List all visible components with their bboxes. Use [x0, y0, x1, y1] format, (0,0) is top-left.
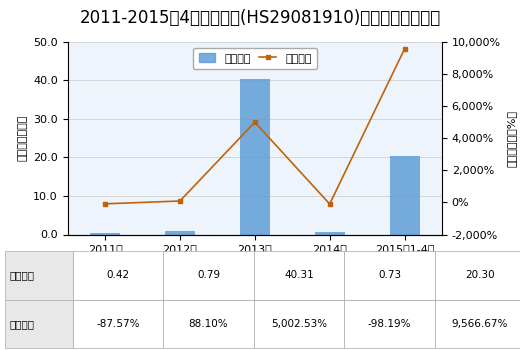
Bar: [315, 232, 345, 235]
Bar: [5, 251, 73, 300]
Bar: [165, 231, 195, 235]
Text: 0.73: 0.73: [378, 271, 401, 280]
Text: 进口数量: 进口数量: [9, 271, 34, 280]
Text: 2011-2015年4月对氯苯酚(HS29081910)进口量及增速统计: 2011-2015年4月对氯苯酚(HS29081910)进口量及增速统计: [80, 9, 440, 27]
Bar: [254, 300, 344, 348]
Y-axis label: 同比增长率（%）: 同比增长率（%）: [506, 110, 516, 167]
Bar: [254, 251, 344, 300]
Bar: [435, 251, 520, 300]
Bar: [435, 300, 520, 348]
Text: -98.19%: -98.19%: [368, 319, 411, 329]
Bar: [163, 300, 254, 348]
Bar: [73, 300, 163, 348]
Text: 9,566.67%: 9,566.67%: [452, 319, 508, 329]
Text: 20.30: 20.30: [465, 271, 495, 280]
Text: 40.31: 40.31: [284, 271, 314, 280]
Text: -87.57%: -87.57%: [96, 319, 140, 329]
Bar: [344, 300, 435, 348]
Bar: [389, 156, 420, 235]
Text: 0.42: 0.42: [107, 271, 129, 280]
Y-axis label: 进口数量（吨）: 进口数量（吨）: [18, 115, 28, 161]
Bar: [73, 251, 163, 300]
Text: 5,002.53%: 5,002.53%: [271, 319, 327, 329]
Text: 同比增长: 同比增长: [9, 319, 34, 329]
Bar: [5, 300, 73, 348]
Bar: [90, 233, 120, 234]
Bar: [344, 251, 435, 300]
Text: 88.10%: 88.10%: [189, 319, 228, 329]
Text: 0.79: 0.79: [197, 271, 220, 280]
Bar: [163, 251, 254, 300]
Legend: 进口数量, 同比增长: 进口数量, 同比增长: [193, 48, 317, 69]
Bar: [240, 79, 270, 234]
